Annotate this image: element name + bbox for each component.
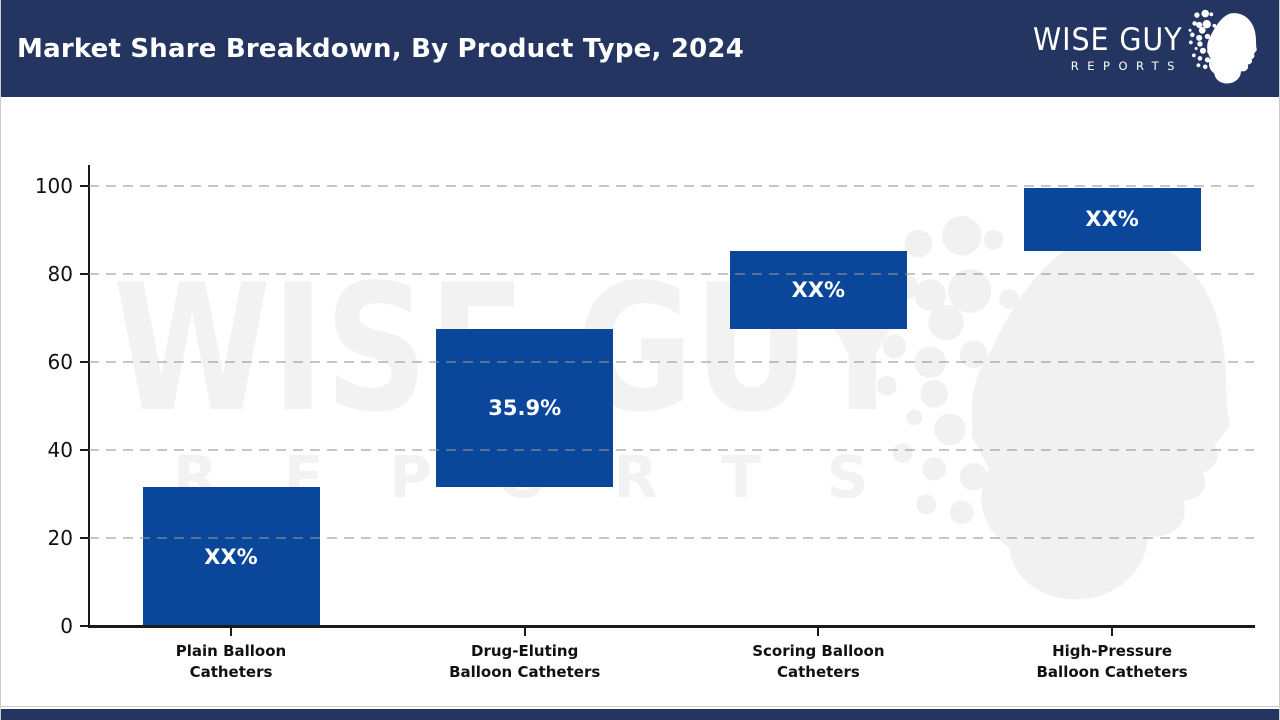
bar-value-label: XX% [791,278,846,303]
y-axis-line [88,165,90,627]
y-tick-label: 60 [47,350,73,374]
bar [1023,188,1201,251]
brand-logo: WISE GUY REPORTS [1020,9,1263,88]
x-tick-label: High-Pressure Balloon Catheters [1036,642,1188,681]
bar [436,329,614,488]
gridline-80 [89,273,1254,275]
bar [729,250,907,330]
brand-name: WISE GUY [1033,21,1183,58]
y-tick-mark [80,273,89,275]
x-tick-mark [523,628,526,636]
x-tick-mark [230,628,232,636]
y-tick-mark [80,537,89,539]
chart-title: Market Share Breakdown, By Product Type,… [17,33,744,64]
y-tick-label: 40 [47,438,73,462]
gridline-60 [89,361,1254,363]
footer-bar [1,709,1279,720]
y-tick-mark [80,361,89,363]
y-tick-label: 20 [47,526,73,550]
bar-value-label: 35.9% [488,396,562,421]
x-tick-label: Plain Balloon Catheters [175,642,287,681]
y-tick-label: 100 [34,174,73,198]
y-tick-mark [80,185,89,187]
x-tick-label: Scoring Balloon Catheters [752,642,885,681]
x-tick-mark [1111,628,1114,636]
y-tick-mark [80,625,89,627]
bar [142,487,320,626]
gridline-40 [89,449,1254,451]
bar-value-label: XX% [204,544,258,569]
x-axis-line [88,625,1255,628]
brand-logo-text: WISE GUY REPORTS [1020,21,1183,73]
gridline-100 [89,185,1254,187]
gridline-20 [89,537,1254,539]
header: Market Share Breakdown, By Product Type,… [1,0,1279,97]
brand-face-icon [1187,9,1263,88]
x-tick-mark [817,628,820,636]
brand-tagline: REPORTS [1070,58,1183,73]
x-tick-label: Drug-Eluting Balloon Catheters [449,642,601,681]
y-tick-label: 0 [60,614,73,638]
y-tick-label: 80 [47,262,73,286]
bar-value-label: XX% [1085,207,1139,232]
y-tick-mark [80,449,89,451]
